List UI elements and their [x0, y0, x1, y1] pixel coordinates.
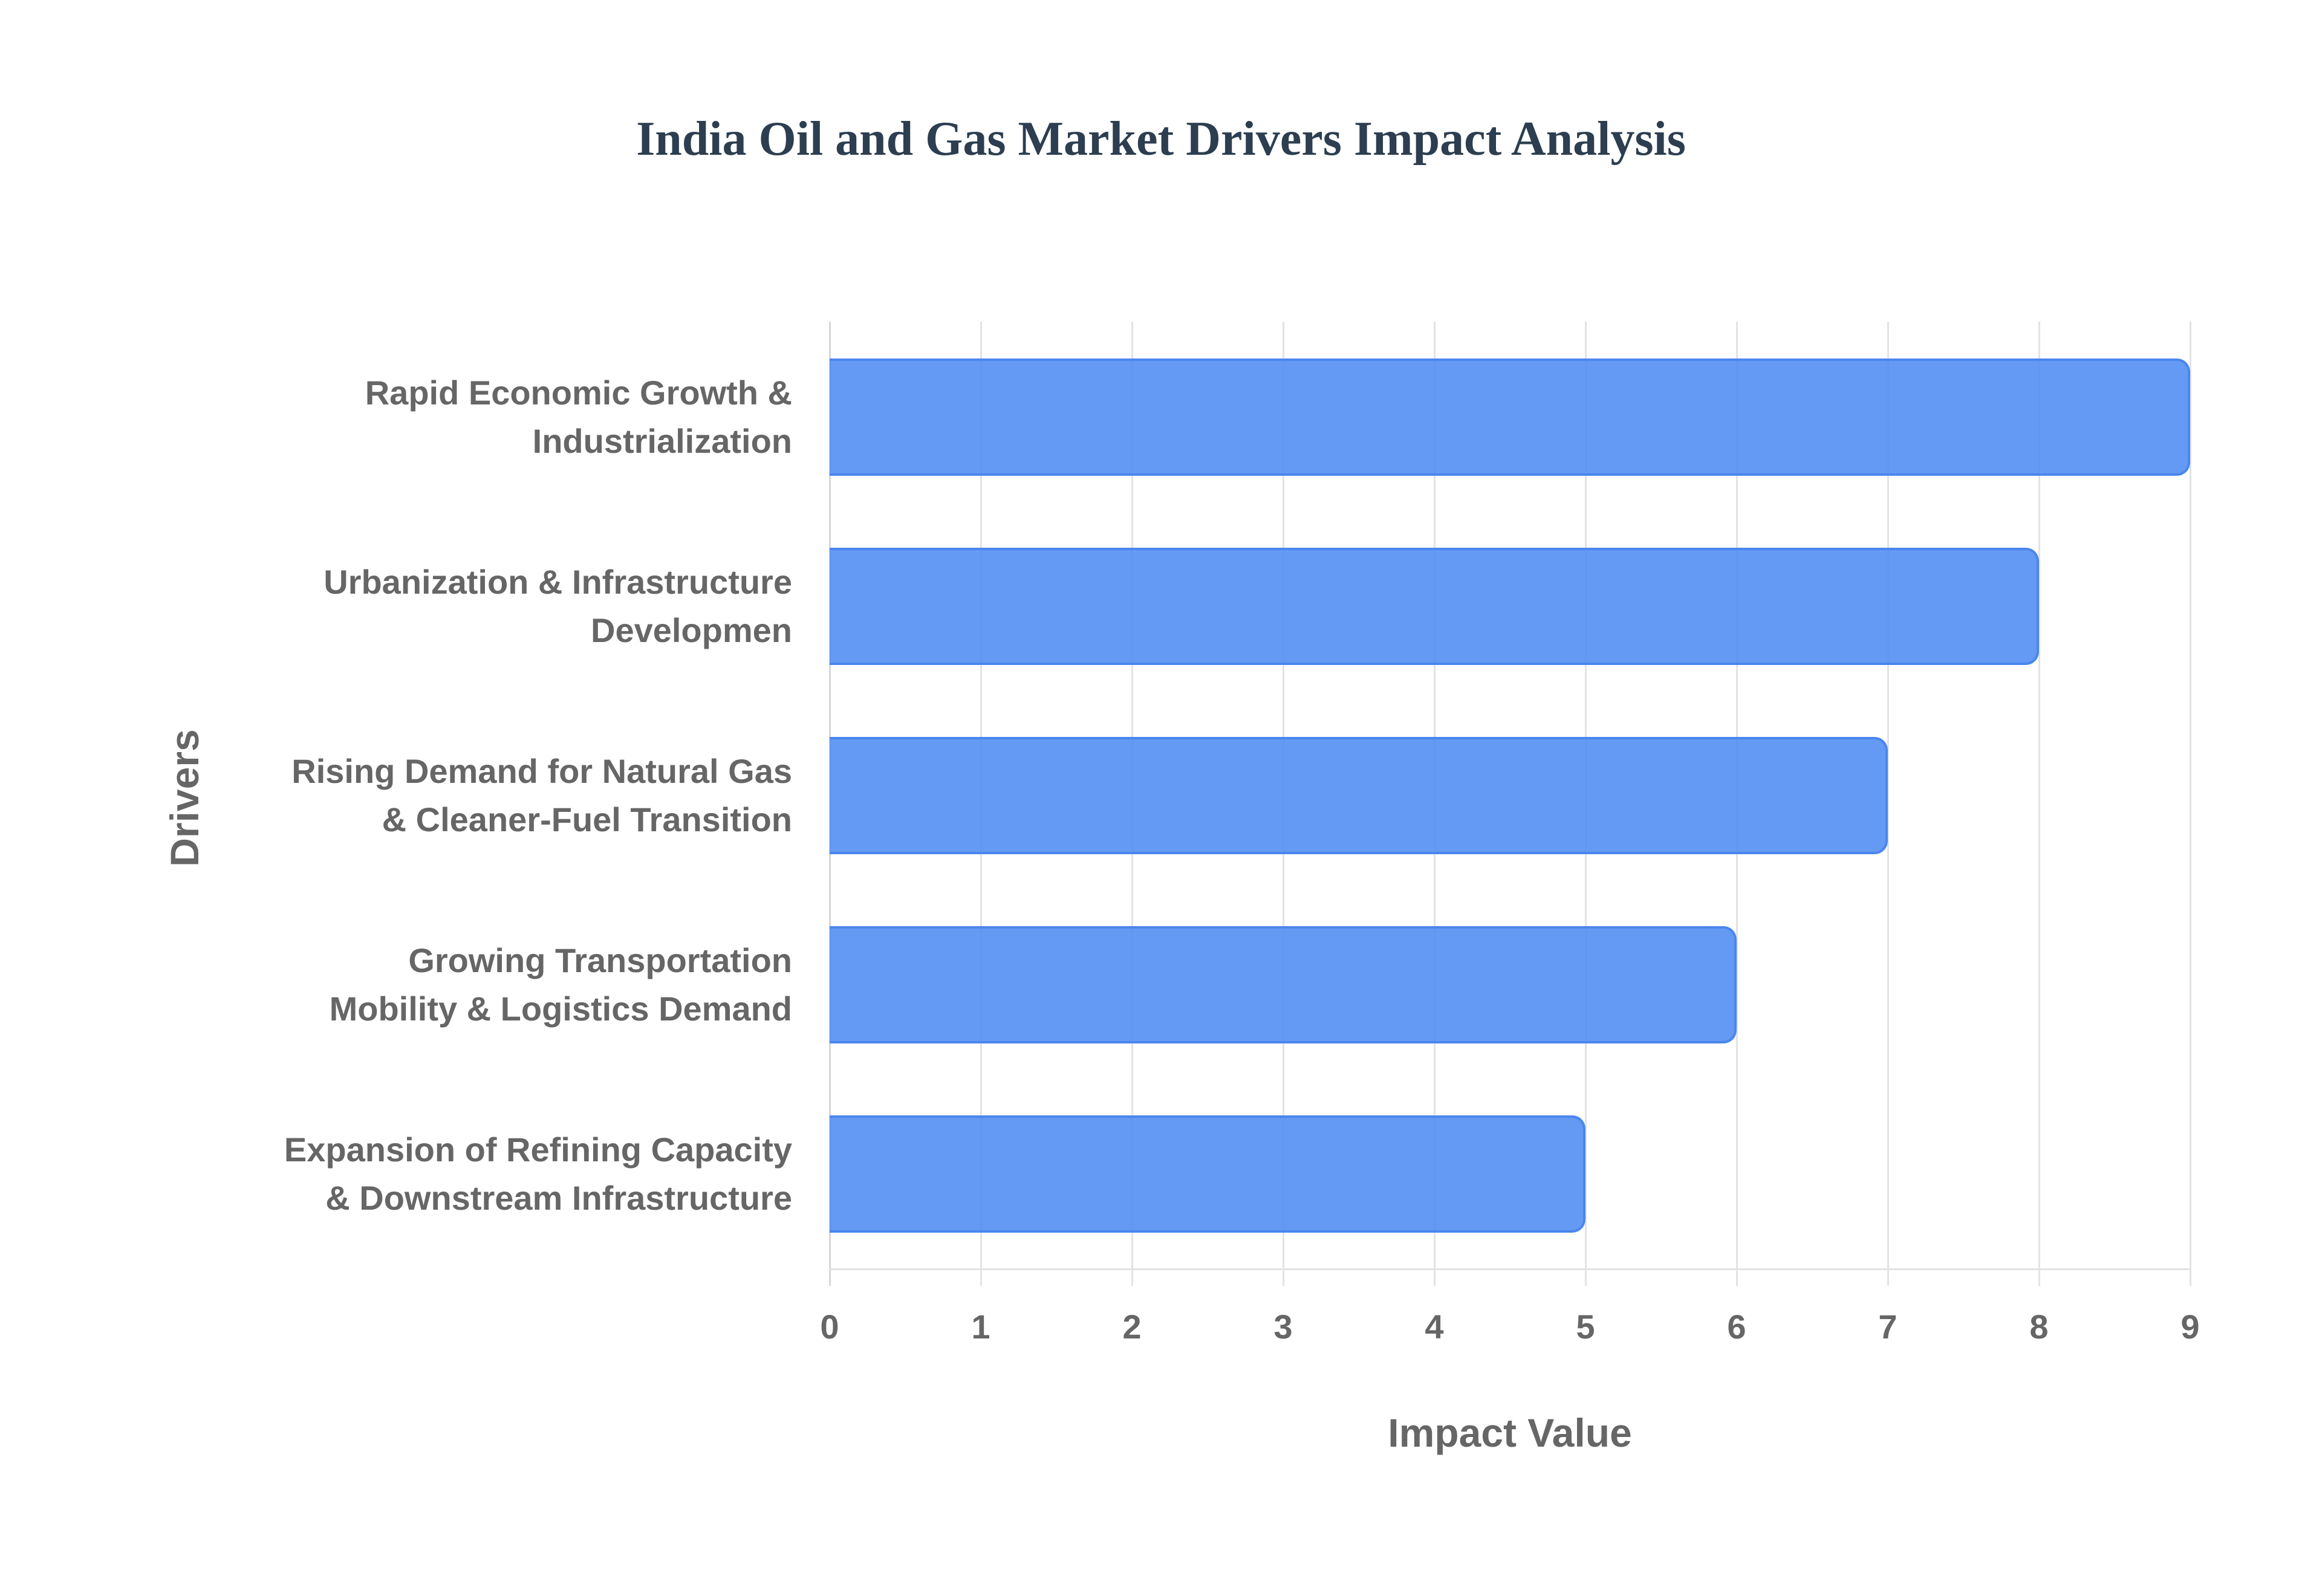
- gridline: [2038, 322, 2040, 1286]
- y-tick-label-line: Growing Transportation: [408, 941, 792, 979]
- x-axis-title: Impact Value: [1388, 1410, 1632, 1455]
- y-tick-label-line: Rapid Economic Growth &: [365, 374, 792, 412]
- y-tick-label-line: Developmen: [591, 611, 792, 649]
- bar[interactable]: [830, 1115, 1585, 1233]
- y-tick-label-line: Expansion of Refining Capacity: [284, 1130, 792, 1169]
- y-tick-label-line: & Downstream Infrastructure: [325, 1179, 792, 1217]
- y-tick-label: Expansion of Refining Capacity & Downstre…: [127, 1126, 792, 1222]
- y-tick-label-line: & Cleaner-Fuel Transition: [382, 800, 792, 839]
- chart-title: India Oil and Gas Market Drivers Impact …: [636, 112, 1686, 166]
- gridline: [2190, 322, 2191, 1286]
- y-tick-label: Urbanization & Infrastructure Developmen: [127, 558, 792, 655]
- bar[interactable]: [830, 737, 1888, 854]
- x-tick-label: 4: [1425, 1308, 1444, 1346]
- x-tick-label: 5: [1576, 1308, 1595, 1346]
- x-tick-label: 3: [1273, 1308, 1293, 1346]
- bar[interactable]: [830, 548, 2039, 665]
- plot-area: [829, 322, 2191, 1286]
- x-axis-line: [830, 1268, 2190, 1270]
- bar[interactable]: [830, 358, 2190, 476]
- x-tick-label: 2: [1122, 1308, 1142, 1346]
- x-tick-label: 7: [1878, 1308, 1898, 1346]
- y-tick-label-line: Mobility & Logistics Demand: [329, 990, 792, 1028]
- x-tick-label: 8: [2029, 1308, 2049, 1346]
- y-tick-label-line: Urbanization & Infrastructure: [324, 563, 792, 601]
- bar[interactable]: [830, 926, 1737, 1043]
- x-tick-label: 1: [971, 1308, 990, 1346]
- x-tick-label: 9: [2181, 1308, 2200, 1346]
- y-tick-label-line: Industrialization: [532, 422, 792, 460]
- y-tick-label: Rapid Economic Growth & Industrialization: [127, 369, 792, 465]
- gridline: [1887, 322, 1889, 1286]
- y-tick-label: Rising Demand for Natural Gas & Cleaner-F…: [127, 747, 792, 844]
- y-tick-label: Growing Transportation Mobility & Logisti…: [127, 936, 792, 1033]
- x-tick-label: 0: [820, 1308, 839, 1346]
- y-tick-label-line: Rising Demand for Natural Gas: [291, 752, 792, 790]
- x-tick-label: 6: [1727, 1308, 1746, 1346]
